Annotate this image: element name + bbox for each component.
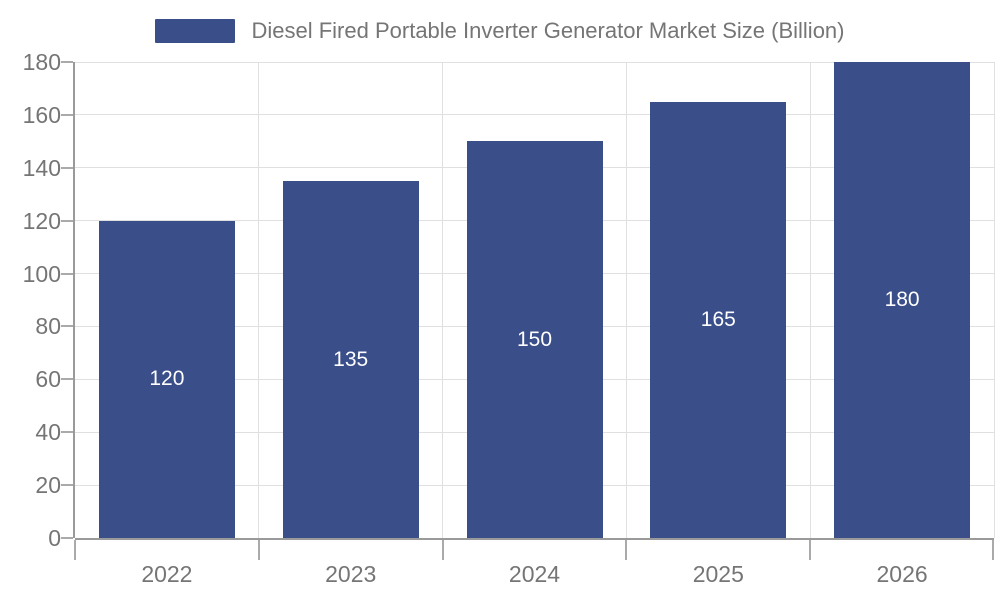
- y-tick-40: [61, 431, 73, 434]
- y-tick-label-120: 120: [22, 207, 61, 234]
- y-tick-80: [61, 325, 73, 328]
- bar-2023[interactable]: 135: [282, 181, 419, 538]
- x-tick-label-2022: 2022: [141, 561, 193, 587]
- x-gridline-1: [258, 62, 260, 538]
- y-tick-60: [61, 378, 73, 381]
- bar-value-label-2024: 150: [516, 327, 553, 351]
- y-tick-20: [61, 484, 73, 487]
- legend-swatch-icon: [155, 19, 236, 43]
- y-tick-label-0: 0: [48, 525, 61, 551]
- y-tick-label-60: 60: [35, 366, 61, 393]
- y-tick-label-80: 80: [35, 313, 61, 340]
- x-tick-0: [74, 540, 76, 560]
- x-tick-label-2025: 2025: [692, 561, 744, 587]
- x-gridline-4: [809, 62, 811, 538]
- x-tick-2: [441, 540, 444, 560]
- y-gridline-160: [75, 114, 994, 116]
- x-tick-label-2024: 2024: [508, 561, 561, 587]
- bar-value-label-2022: 120: [149, 367, 185, 391]
- bar-2024[interactable]: 150: [466, 141, 603, 538]
- y-tick-label-20: 20: [35, 472, 61, 499]
- y-axis-line: [73, 62, 75, 538]
- plot-area: 0 20 40 60 80 100 120 140 160 180 2022 2023 2024 2025…: [23, 49, 995, 587]
- x-tick-3: [625, 540, 628, 560]
- x-gridline-2: [442, 62, 444, 538]
- y-tick-100: [61, 272, 73, 275]
- bar-value-label-2026: 180: [884, 288, 920, 311]
- bar-2025[interactable]: 165: [650, 101, 787, 538]
- y-gridline-180: [75, 61, 994, 63]
- x-tick-4: [809, 540, 812, 560]
- bar-value-label-2023: 135: [333, 347, 369, 371]
- y-tick-0: [61, 537, 73, 539]
- bar-value-label-2025: 165: [700, 307, 736, 331]
- x-tick-label-2023: 2023: [325, 561, 377, 587]
- x-gridline-3: [625, 62, 627, 538]
- x-axis-line: [75, 538, 994, 540]
- y-tick-label-40: 40: [35, 419, 61, 446]
- y-tick-120: [61, 219, 73, 222]
- legend[interactable]: Diesel Fired Portable Inverter Generator…: [0, 16, 1000, 46]
- bar-2022[interactable]: 120: [98, 220, 235, 538]
- y-tick-180: [61, 61, 73, 63]
- legend-label: Diesel Fired Portable Inverter Generator…: [251, 18, 845, 43]
- y-tick-label-180: 180: [22, 49, 61, 75]
- y-tick-140: [61, 166, 73, 169]
- x-tick-5: [992, 540, 994, 560]
- x-tick-1: [257, 540, 260, 560]
- x-gridline-5: [993, 62, 995, 538]
- x-tick-label-2026: 2026: [876, 561, 928, 587]
- bar-2026[interactable]: 180: [834, 62, 971, 538]
- y-tick-label-140: 140: [22, 154, 61, 181]
- y-tick-160: [61, 113, 73, 116]
- y-tick-label-160: 160: [22, 101, 61, 128]
- y-tick-label-100: 100: [22, 260, 61, 287]
